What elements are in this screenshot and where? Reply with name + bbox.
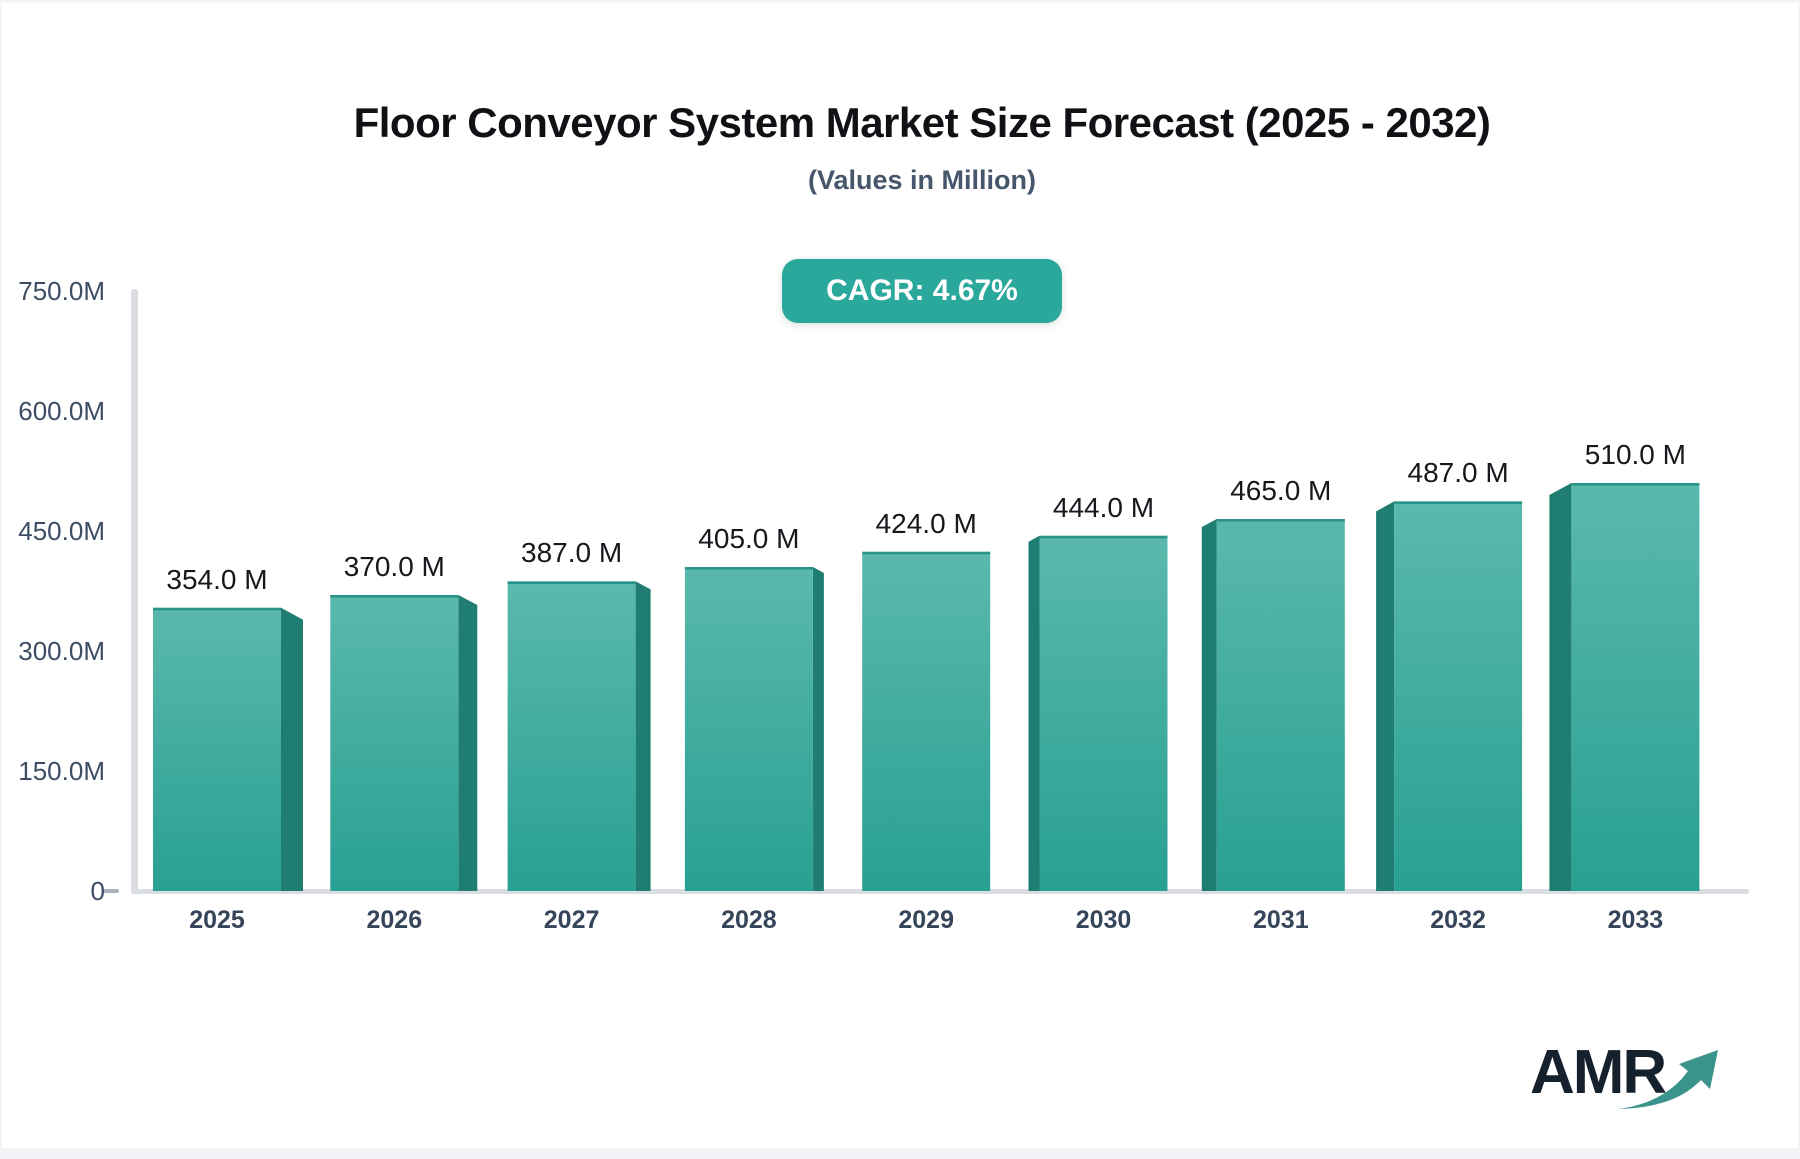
x-axis-label-2027: 2027 (543, 906, 600, 934)
bar-2028 (684, 567, 813, 891)
bar-2031 (1216, 519, 1345, 891)
bar-side-face-2030 (1028, 535, 1040, 891)
bar-chart-canvas (153, 482, 1700, 891)
y-axis-label-600.0M: 600.0M (18, 396, 105, 426)
x-axis-label-2033: 2033 (1607, 906, 1664, 934)
bar-2033 (1571, 483, 1700, 891)
y-axis-label-300.0M: 300.0M (18, 636, 105, 666)
bar-value-label-2029: 424.0 M (875, 507, 977, 539)
bar-2027 (507, 581, 636, 891)
bar-value-label-2031: 465.0 M (1230, 475, 1332, 506)
chart-subtitle: (Values in Million) (807, 165, 1037, 195)
x-axis-line (131, 889, 1749, 894)
x-axis-label-2025: 2025 (189, 906, 245, 934)
bar-2026 (330, 595, 459, 891)
bar-side-face-2028 (812, 567, 824, 891)
cagr-badge-row: CAGR: 4.67% (42, 259, 1800, 323)
bar-2029 (862, 551, 991, 891)
y-axis-label-750.0M: 750.0M (18, 276, 105, 306)
bar-value-label-2026: 370.0 M (343, 551, 445, 582)
y-axis-label-0: 0 (90, 876, 105, 906)
x-axis-label-2029: 2029 (898, 906, 954, 934)
bar-value-label-2028: 405.0 M (698, 523, 800, 554)
x-axis-label-2031: 2031 (1252, 906, 1309, 934)
growth-arrow-icon (1618, 1050, 1718, 1109)
amr-logo: AMR (1530, 1037, 1730, 1117)
y-axis-line (131, 289, 138, 894)
chart-card: Floor Conveyor System Market Size Foreca… (2, 3, 1798, 1148)
bar-side-face-2027 (635, 581, 651, 891)
bar-side-face-2025 (281, 607, 303, 891)
bar-value-label-2025: 354.0 M (166, 563, 268, 595)
cagr-badge: CAGR: 4.67% (782, 259, 1062, 323)
bar-value-label-2033: 510.0 M (1584, 439, 1686, 470)
zero-tick-mark (102, 889, 119, 893)
chart-title: Floor Conveyor System Market Size Foreca… (353, 99, 1491, 146)
bar-side-face-2033 (1549, 483, 1572, 891)
bar-side-face-2032 (1376, 501, 1395, 891)
y-axis-label-150.0M: 150.0M (18, 756, 105, 786)
bar-chart: 354.0 M 2025 370.0 M 2026 387.0 M 2027 405.0 M… (2, 3, 1800, 1159)
y-axis-label-450.0M: 450.0M (18, 516, 105, 546)
bar-2030 (1039, 535, 1168, 891)
x-axis-label-2032: 2032 (1430, 906, 1486, 934)
x-axis-label-2030: 2030 (1075, 906, 1132, 934)
x-axis-label-2026: 2026 (366, 906, 423, 934)
bar-side-face-2031 (1201, 519, 1217, 891)
bar-2032 (1394, 501, 1523, 891)
bar-value-label-2030: 444.0 M (1052, 491, 1155, 523)
bar-value-label-2027: 387.0 M (521, 537, 623, 569)
bar-side-face-2026 (458, 595, 478, 891)
bar-2025 (153, 607, 281, 891)
chart-header: Floor Conveyor System Market Size Foreca… (42, 99, 1800, 196)
x-axis-label-2028: 2028 (721, 906, 777, 934)
bar-value-label-2032: 487.0 M (1407, 457, 1509, 489)
amr-logo-text: AMR (1530, 1038, 1667, 1107)
